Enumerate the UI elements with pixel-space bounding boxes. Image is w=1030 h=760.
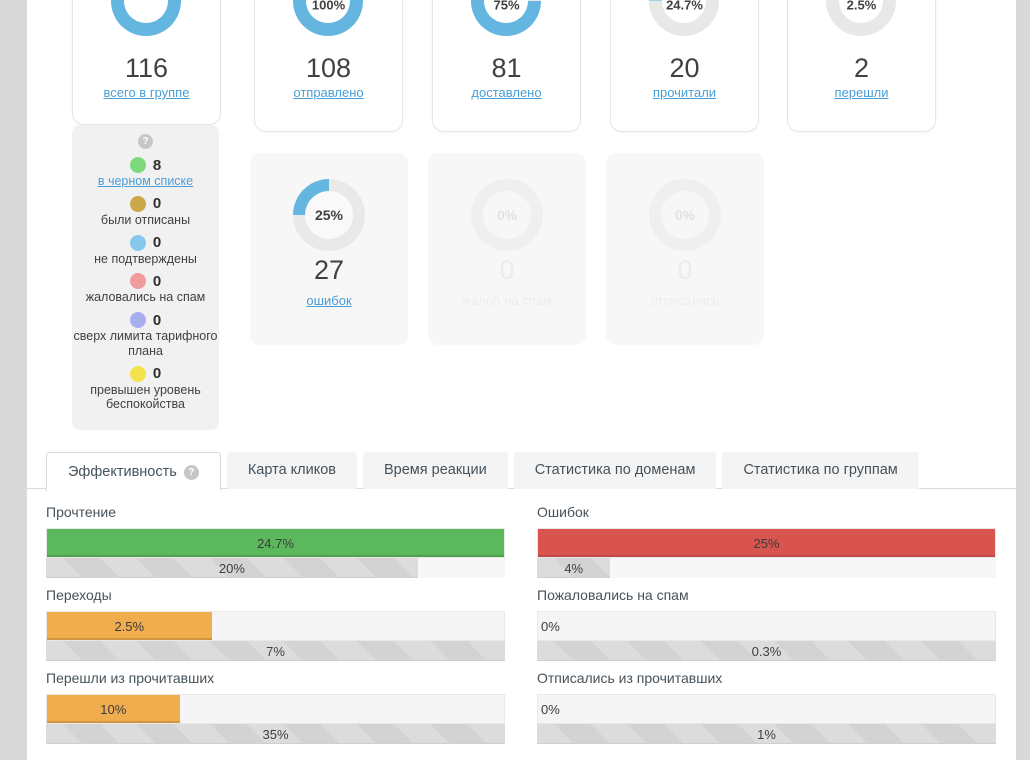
unsub-rate-benchmark-bar: 1% — [537, 724, 996, 744]
bar-title: Пожаловались на спам — [537, 587, 689, 603]
donut-spam-complaints — [471, 179, 543, 251]
tab-click-map[interactable]: Карта кликов — [226, 452, 357, 489]
delivered-link[interactable]: доставлено — [471, 85, 542, 100]
read-count: 20 — [669, 53, 700, 83]
click-to-open-benchmark-bar: 35% — [46, 724, 505, 744]
spam-rate-benchmark-bar: 0.3% — [537, 641, 996, 661]
bar-title: Перешли из прочитавших — [46, 670, 215, 686]
bar-group-click-to-open: Перешли из прочитавших 10% 35% — [46, 670, 505, 744]
stat-card-read: 24.7% 20 прочитали — [610, 0, 759, 132]
unsubscribed-link: отписались — [650, 293, 720, 308]
bar-group-errors: Ошибок 25% 4% — [537, 504, 996, 578]
sent-count: 108 — [305, 53, 352, 83]
subscribers-summary-panel: ? 8 в черном списке 0 были отписаны 0 — [72, 125, 219, 430]
sent-link[interactable]: отправлено — [293, 85, 364, 100]
bar-group-read: Прочтение 24.7% 20% — [46, 504, 505, 578]
total-link[interactable]: всего в группе — [103, 85, 190, 100]
click-rate-benchmark-bar: 7% — [46, 641, 505, 661]
tab-group-stats[interactable]: Статистика по группам — [722, 452, 919, 489]
list-item: 0 превышен уровень беспокойства — [72, 365, 219, 413]
spam-complaints-link: жалоб на спам — [462, 293, 552, 308]
donut-unsubscribed-percent: 0% — [674, 207, 696, 223]
content-area: 116 всего в группе 100% 108 отправлено 7… — [27, 0, 1016, 760]
bar-group-unsub-from-read: Отписались из прочитавших 0% 1% — [537, 670, 996, 744]
errors-count: 27 — [313, 255, 345, 285]
list-item: 8 в черном списке — [72, 156, 219, 189]
read-rate-bar: 24.7% — [46, 528, 505, 558]
delivered-count: 81 — [491, 53, 522, 83]
anxiety-level-dot-icon — [129, 365, 146, 382]
donut-spam-complaints-percent: 0% — [496, 207, 518, 223]
donut-sent-percent: 100% — [311, 0, 346, 13]
click-rate-bar: 2.5% — [46, 611, 505, 641]
donut-read-percent: 24.7% — [666, 0, 703, 13]
blacklist-link[interactable]: в черном списке — [97, 174, 194, 188]
stat-card-clicked: 2.5% 2 перешли — [787, 0, 936, 132]
total-count: 116 — [124, 53, 169, 83]
unsubscribed-label: были отписаны — [100, 212, 191, 227]
stat-card-delivered: 75% 81 доставлено — [432, 0, 581, 132]
spam-complaint-dot-icon — [129, 273, 146, 290]
unsubscribed-dot-icon — [129, 195, 146, 212]
stat-card-errors: 25% 27 ошибок — [250, 153, 408, 345]
tab-bar: Эффективность ? Карта кликов Время реакц… — [46, 452, 919, 491]
read-link[interactable]: прочитали — [652, 85, 717, 100]
donut-errors-percent: 25% — [314, 207, 344, 223]
donut-errors — [293, 179, 365, 251]
bar-title: Переходы — [46, 587, 112, 603]
over-limit-label: сверх лимита тарифного плана — [73, 329, 218, 358]
stat-card-total: 116 всего в группе — [72, 0, 221, 125]
donut-clicked-percent: 2.5% — [846, 0, 877, 13]
read-rate-benchmark-bar: 20% — [46, 558, 505, 578]
anxiety-level-label: превышен уровень беспокойства — [90, 382, 201, 412]
list-item: 0 не подтверждены — [72, 234, 219, 267]
error-rate-benchmark-bar: 4% — [537, 558, 996, 578]
stat-card-sent: 100% 108 отправлено — [254, 0, 403, 132]
unconfirmed-label: не подтверждены — [94, 251, 197, 266]
unconfirmed-dot-icon — [129, 234, 146, 251]
spam-complaint-label: жаловались на спам — [85, 290, 206, 305]
list-item: 0 сверх лимита тарифного плана — [73, 311, 218, 358]
tab-reaction-time[interactable]: Время реакции — [363, 452, 508, 489]
spam-complaints-count: 0 — [499, 255, 515, 285]
donut-unsubscribed — [649, 179, 721, 251]
spam-rate-bar: 0% — [537, 611, 996, 641]
bar-title: Ошибок — [537, 504, 589, 520]
clicked-count: 2 — [853, 53, 870, 83]
over-limit-dot-icon — [129, 312, 146, 328]
bar-group-spam: Пожаловались на спам 0% 0.3% — [537, 587, 996, 661]
bar-group-clicks: Переходы 2.5% 7% — [46, 587, 505, 661]
stat-card-spam-complaints: 0% 0 жалоб на спам — [428, 153, 586, 345]
unsubscribed-count: 0 — [677, 255, 693, 285]
list-item: 0 были отписаны — [72, 195, 219, 228]
help-icon[interactable]: ? — [138, 134, 153, 149]
donut-total — [111, 0, 181, 36]
stat-card-unsubscribed: 0% 0 отписались — [606, 153, 764, 345]
donut-delivered-percent: 75% — [493, 0, 520, 13]
errors-link[interactable]: ошибок — [306, 293, 352, 308]
tab-help-icon[interactable]: ? — [183, 464, 199, 480]
clicked-link[interactable]: перешли — [834, 85, 889, 100]
tab-domain-stats[interactable]: Статистика по доменам — [513, 452, 717, 489]
click-to-open-bar: 10% — [46, 694, 505, 724]
bar-title: Прочтение — [46, 504, 116, 520]
tab-effectiveness[interactable]: Эффективность ? — [46, 452, 221, 491]
error-rate-bar: 25% — [537, 528, 996, 558]
blacklist-dot-icon — [129, 157, 146, 173]
list-item: 0 жаловались на спам — [72, 272, 219, 305]
bar-title: Отписались из прочитавших — [537, 670, 723, 686]
unsub-rate-bar: 0% — [537, 694, 996, 724]
